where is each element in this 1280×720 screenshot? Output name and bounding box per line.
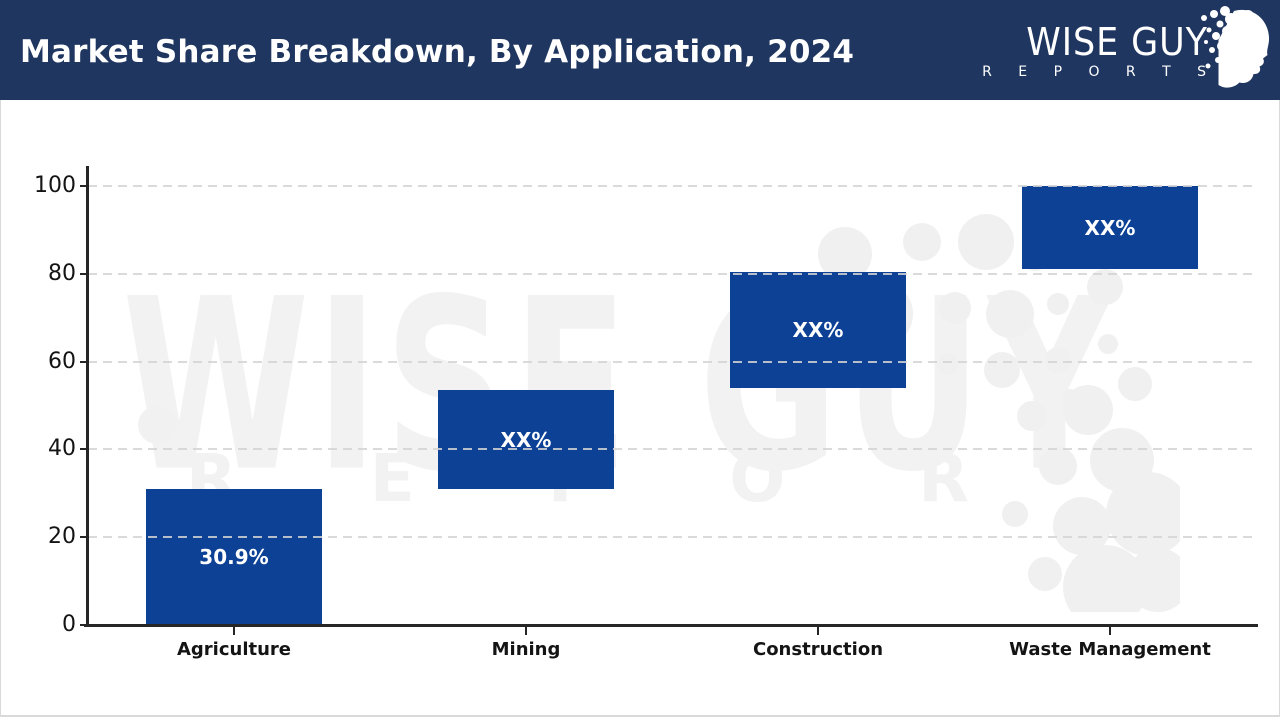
y-axis-line (86, 166, 89, 627)
y-axis-tick (80, 536, 88, 539)
x-category-label: Waste Management (1009, 639, 1211, 660)
bar-waste-management: XX% (1022, 186, 1198, 270)
y-axis-tick-label: 80 (48, 260, 76, 286)
y-axis-tick-label: 60 (48, 348, 76, 374)
x-category-label: Construction (752, 639, 884, 660)
grid-line (88, 185, 1256, 187)
x-category-label: Mining (491, 639, 561, 660)
x-axis-tick (525, 627, 527, 635)
bar-value-label: XX% (500, 427, 552, 452)
y-axis-tick-label: 40 (48, 436, 76, 462)
y-axis-tick-label: 0 (62, 612, 76, 637)
bar-value-label: XX% (792, 317, 844, 342)
y-axis-tick (80, 360, 88, 363)
bar-agriculture: 30.9% (146, 489, 322, 625)
x-axis-tick (233, 627, 235, 635)
x-axis-tick (817, 627, 819, 635)
bar-value-label: XX% (1084, 215, 1136, 240)
y-axis-tick (80, 448, 88, 451)
page-title: Market Share Breakdown, By Application, … (20, 34, 855, 70)
y-axis-tick-label: 20 (48, 524, 76, 550)
bar-value-label: 30.9% (199, 545, 269, 570)
x-axis-line (84, 624, 1258, 627)
grid-line (88, 272, 1256, 275)
bar-construction: XX% (730, 271, 906, 388)
brand-logo-name: WISE GUY (1026, 20, 1208, 64)
grid-line (88, 536, 1256, 539)
y-axis-tick (80, 272, 88, 275)
x-category-label: Agriculture (176, 639, 292, 660)
y-axis-tick-label: 100 (34, 173, 76, 198)
brand-logo: WISE GUY R E P O R T S (982, 23, 1208, 80)
watermark-dot (138, 406, 176, 444)
brand-logo-subname: R E P O R T S (982, 64, 1217, 80)
grid-line (88, 360, 1256, 363)
x-axis-tick (1109, 627, 1111, 635)
wiseguy-head-icon (1201, 6, 1270, 88)
bar-mining: XX% (438, 390, 614, 489)
grid-line (88, 448, 1256, 451)
y-axis-tick (80, 185, 88, 187)
header-bar: Market Share Breakdown, By Application, … (0, 0, 1280, 100)
